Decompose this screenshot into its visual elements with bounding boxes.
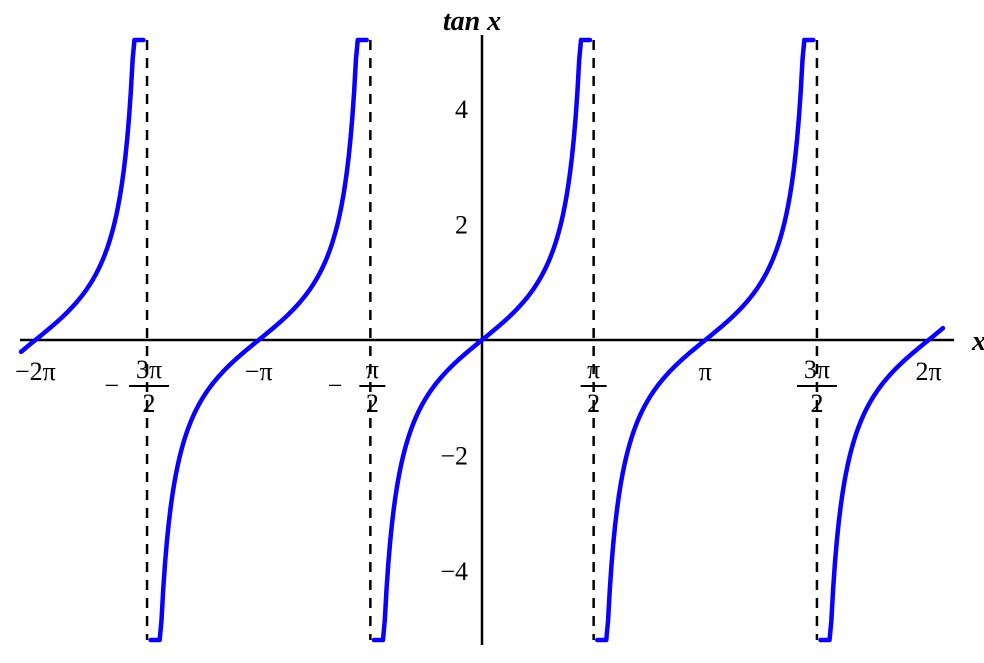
y-tick-label: 2 xyxy=(455,211,468,240)
svg-text:π: π xyxy=(587,355,600,384)
svg-text:3π: 3π xyxy=(136,355,162,384)
svg-text:2: 2 xyxy=(810,389,823,418)
svg-text:−: − xyxy=(328,371,343,400)
svg-text:π: π xyxy=(366,355,379,384)
x-tick-label: −π xyxy=(245,357,273,386)
x-axis-label: x xyxy=(971,326,984,357)
x-tick-label: 2π xyxy=(916,357,942,386)
svg-text:2: 2 xyxy=(143,389,156,418)
svg-text:3π: 3π xyxy=(804,355,830,384)
y-tick-label: 4 xyxy=(455,95,468,124)
svg-text:−: − xyxy=(104,371,119,400)
x-tick-label: −2π xyxy=(15,357,56,386)
chart-container: 42−2−4−2π−3π2−π−π2π2π3π22πtan xx xyxy=(0,0,984,663)
y-tick-label: −2 xyxy=(440,441,468,470)
chart-title: tan x xyxy=(443,6,501,37)
y-tick-label: −4 xyxy=(440,557,468,586)
x-tick-label: π xyxy=(699,357,712,386)
svg-text:2: 2 xyxy=(366,389,379,418)
tan-chart-svg: 42−2−4−2π−3π2−π−π2π2π3π22πtan xx xyxy=(0,0,984,663)
svg-text:2: 2 xyxy=(587,389,600,418)
